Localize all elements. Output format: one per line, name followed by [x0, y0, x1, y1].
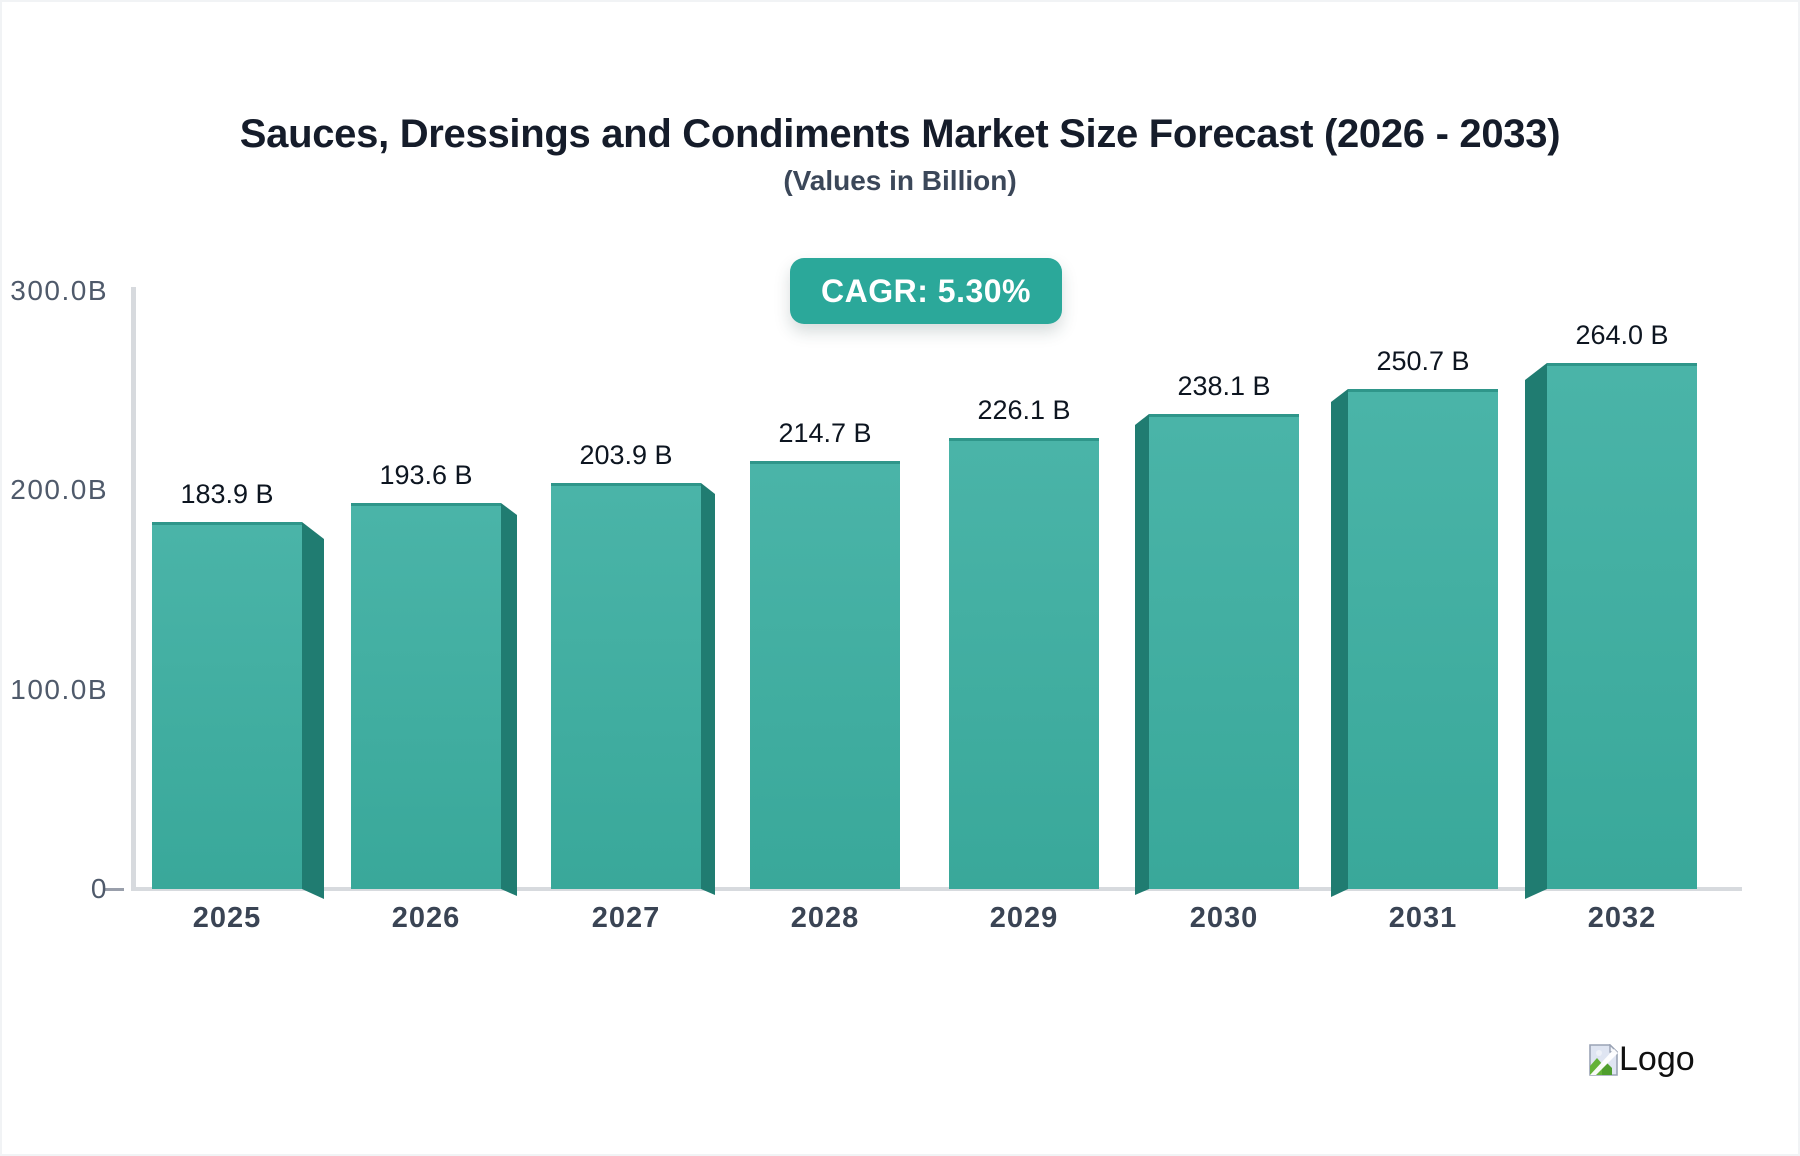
- x-axis-line: [131, 887, 1742, 891]
- bar-2030: [1149, 414, 1299, 889]
- x-axis-label-2028: 2028: [790, 902, 860, 934]
- bar-2032: [1547, 363, 1697, 889]
- bar-2031: [1348, 389, 1498, 889]
- bar-side-2030: [1135, 414, 1149, 895]
- page-title: Sauces, Dressings and Condiments Market …: [239, 112, 1561, 156]
- x-axis-label-2027: 2027: [591, 902, 661, 934]
- bar-side-2031: [1331, 389, 1348, 897]
- bar-side-2025: [302, 522, 324, 899]
- cagr-badge: CAGR: 5.30%: [790, 258, 1062, 324]
- bar-value-label-2029: 226.1 B: [977, 395, 1071, 425]
- y-axis-label-100.0B: 100.0B: [10, 674, 108, 705]
- cagr-badge-label: CAGR: 5.30%: [821, 272, 1031, 309]
- y-axis-label-300.0B: 300.0B: [10, 275, 108, 306]
- x-axis-label-2026: 2026: [391, 902, 461, 934]
- x-axis-label-2029: 2029: [989, 902, 1059, 934]
- y-axis-line: [131, 287, 136, 891]
- y-axis-label-0: 0: [90, 873, 108, 904]
- bar-value-label-2027: 203.9 B: [579, 440, 673, 470]
- logo-alt-text: Logo: [1619, 1040, 1695, 1078]
- bar-side-2032: [1525, 363, 1547, 899]
- bar-side-2026: [501, 503, 517, 896]
- bar-side-2027: [701, 483, 715, 895]
- zero-tick-mark: [103, 888, 124, 891]
- bar-2028: [750, 461, 900, 889]
- bar-2026: [351, 503, 501, 889]
- x-axis-label-2030: 2030: [1189, 902, 1259, 934]
- x-axis-label-2025: 2025: [192, 902, 262, 934]
- bar-2025: [152, 522, 302, 889]
- bar-value-label-2025: 183.9 B: [180, 479, 274, 509]
- broken-image-icon: [1589, 1044, 1618, 1076]
- bar-value-label-2028: 214.7 B: [778, 418, 872, 448]
- page-subtitle: (Values in Billion): [783, 165, 1017, 196]
- bar-2029: [949, 438, 1099, 889]
- bar-value-label-2030: 238.1 B: [1177, 371, 1271, 401]
- bar-value-label-2032: 264.0 B: [1575, 320, 1669, 350]
- x-axis-label-2032: 2032: [1587, 902, 1657, 934]
- bar-value-label-2026: 193.6 B: [379, 460, 473, 490]
- logo: Logo: [1588, 1042, 1695, 1076]
- y-axis-label-200.0B: 200.0B: [10, 474, 108, 505]
- bar-value-label-2031: 250.7 B: [1376, 346, 1470, 376]
- x-axis-label-2031: 2031: [1388, 902, 1458, 934]
- bar-2027: [551, 483, 701, 889]
